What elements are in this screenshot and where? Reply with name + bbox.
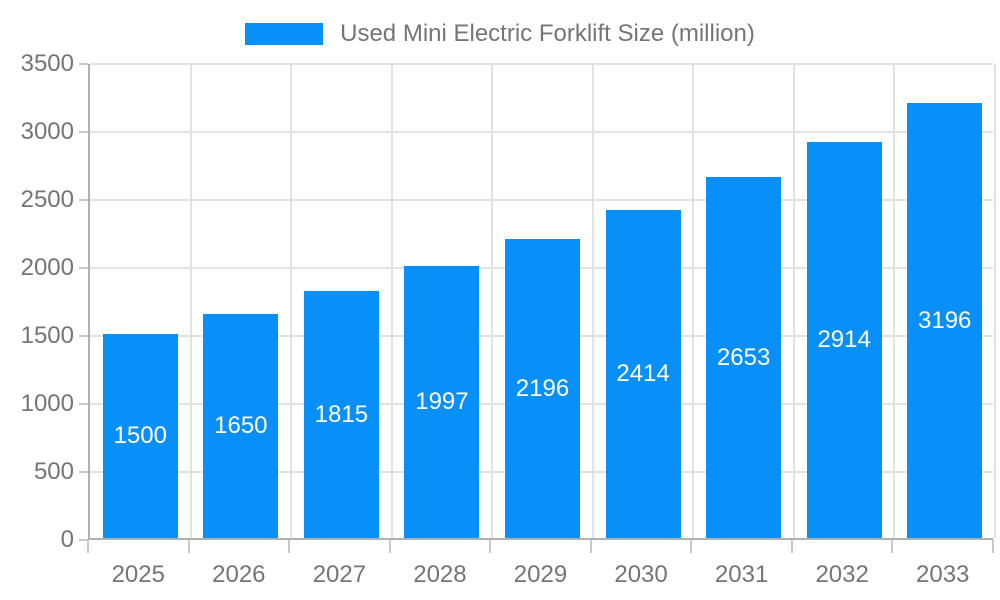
x-tick-label: 2032: [815, 561, 869, 588]
bar-value-label: 2196: [515, 374, 570, 402]
bar: 1650: [203, 313, 279, 538]
bar-value-label: 3196: [918, 306, 972, 334]
y-axis-tick: [79, 539, 88, 541]
bar: 1815: [303, 291, 379, 538]
bar: 3196: [907, 103, 983, 538]
gridline-vertical: [591, 64, 594, 538]
bar: 1500: [102, 334, 178, 538]
gridline-vertical: [390, 64, 393, 538]
gridline-vertical: [792, 64, 795, 538]
y-axis-tick: [79, 63, 88, 65]
y-axis-tick: [79, 131, 88, 133]
gridline-vertical: [692, 64, 695, 538]
y-tick-label: 1500: [20, 322, 74, 349]
x-axis-tick: [690, 540, 693, 553]
bar: 2653: [706, 177, 782, 538]
gridline-horizontal: [90, 131, 993, 133]
x-axis-tick: [790, 540, 793, 553]
bar: 1997: [404, 266, 480, 538]
y-tick-label: 0: [60, 526, 74, 553]
x-tick-label: 2025: [111, 561, 165, 588]
y-tick-label: 1000: [20, 390, 74, 417]
bar: 2414: [605, 209, 681, 538]
y-tick-label: 2500: [20, 186, 74, 213]
x-axis-tick: [589, 540, 592, 553]
legend-label: Used Mini Electric Forklift Size (millio…: [340, 20, 755, 47]
x-tick-label: 2026: [212, 561, 266, 588]
x-tick-label: 2030: [614, 561, 668, 588]
y-tick-label: 3000: [20, 118, 74, 145]
bar-value-label: 2414: [616, 359, 670, 387]
bar-value-label: 1500: [113, 422, 167, 449]
gridline-horizontal: [90, 199, 993, 201]
x-tick-label: 2029: [513, 561, 568, 588]
bar-value-label: 2914: [817, 325, 871, 353]
bar: 2914: [806, 141, 882, 538]
x-axis-tick: [489, 540, 492, 553]
x-tick-label: 2027: [312, 561, 367, 588]
bar-value-label: 1650: [214, 411, 268, 439]
y-tick-label: 3500: [20, 50, 74, 77]
x-axis-tick: [187, 540, 190, 553]
x-axis-tick: [992, 540, 994, 553]
gridline-vertical: [994, 64, 996, 538]
y-tick-label: 500: [33, 458, 74, 485]
y-axis-tick: [79, 199, 88, 201]
y-axis-tick: [79, 335, 88, 337]
y-tick-label: 2000: [20, 254, 74, 281]
gridline-horizontal: [90, 63, 993, 65]
bar-value-label: 1997: [415, 388, 469, 416]
gridline-vertical: [189, 64, 192, 538]
x-axis-tick: [388, 540, 391, 553]
gridline-vertical: [893, 64, 896, 538]
gridline-vertical: [491, 64, 494, 538]
x-tick-label: 2028: [413, 561, 467, 588]
bar-value-label: 1815: [314, 400, 369, 428]
bar-value-label: 2653: [716, 343, 771, 371]
x-axis-tick: [891, 540, 894, 553]
x-tick-label: 2033: [916, 561, 970, 588]
y-axis-tick: [79, 267, 88, 269]
plot-area: 1500 1650 1815 1997 2196 2414 2653 2914 3196: [88, 63, 996, 540]
chart-legend[interactable]: Used Mini Electric Forklift Size (millio…: [0, 20, 1000, 47]
y-axis-tick: [79, 471, 88, 473]
x-axis-tick: [87, 540, 89, 553]
y-axis-tick: [79, 403, 88, 405]
x-tick-label: 2031: [714, 561, 769, 588]
legend-swatch-icon: [245, 23, 324, 45]
bar: 2196: [505, 239, 580, 538]
gridline-vertical: [290, 64, 293, 538]
x-axis-tick: [288, 540, 291, 553]
